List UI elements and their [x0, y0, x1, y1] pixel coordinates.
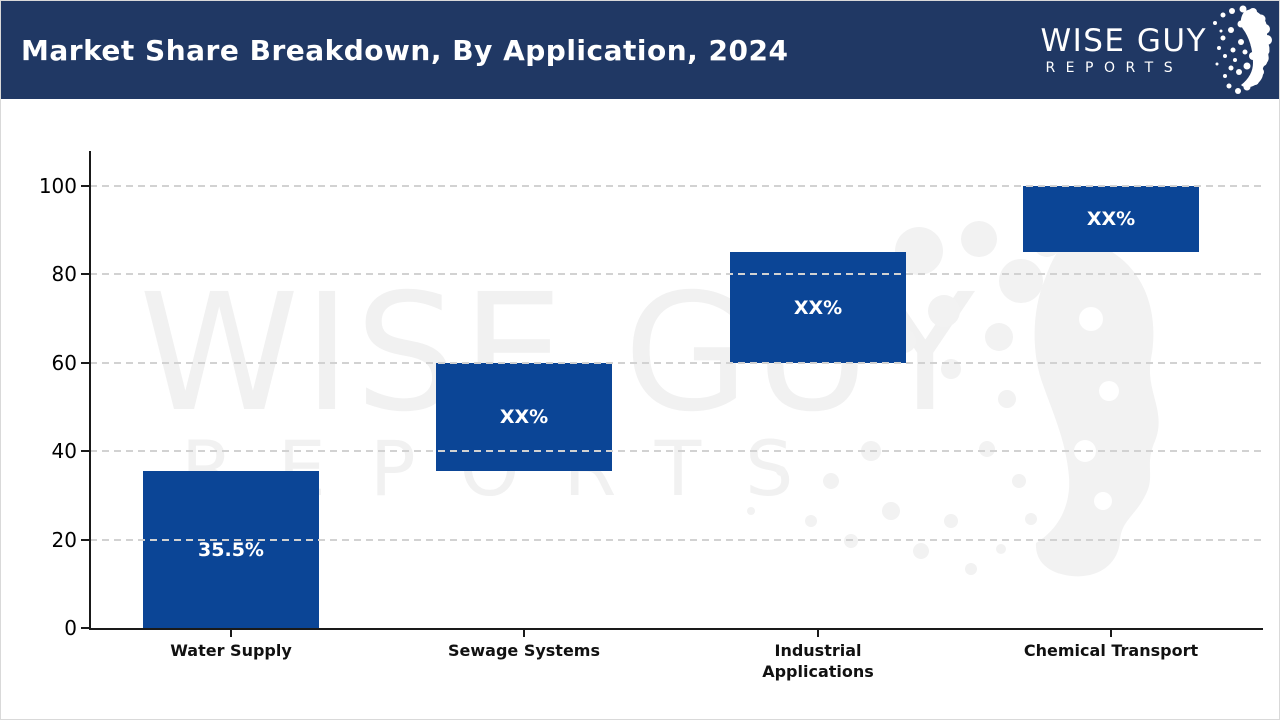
x-tick-mark-chemical-transport	[1110, 630, 1112, 637]
logo-text: WISE GUY REPORTS	[1040, 24, 1207, 76]
logo-wordmark: WISE GUY	[1040, 23, 1207, 59]
page-title: Market Share Breakdown, By Application, …	[21, 33, 789, 67]
gridline-20	[90, 538, 1262, 541]
logo-subtitle: REPORTS	[1045, 60, 1184, 76]
watermark-dotted-head-icon	[747, 221, 1159, 577]
x-axis-line	[89, 628, 1263, 630]
bar-chemical-transport: XX%	[1023, 186, 1199, 253]
gridline-60	[90, 361, 1262, 364]
bar-value-label: XX%	[499, 405, 549, 428]
bar-value-label: XX%	[793, 296, 843, 319]
bar-water-supply: 35.5%	[143, 471, 319, 628]
x-tick-mark-sewage-systems	[523, 630, 525, 637]
logo-dotted-head-icon	[1213, 5, 1272, 94]
header-band: Market Share Breakdown, By Application, …	[1, 1, 1279, 99]
y-tick-mark-80	[81, 273, 89, 276]
y-tick-mark-20	[81, 538, 89, 541]
y-tick-label-80: 80	[51, 262, 77, 287]
y-tick-mark-40	[81, 450, 89, 453]
gridline-100	[90, 185, 1262, 187]
y-tick-mark-100	[81, 185, 89, 187]
x-tick-label-industrial-applications: Industrial Applications	[762, 641, 874, 681]
wise-guy-reports-logo: WISE GUY REPORTS	[1040, 5, 1273, 95]
y-tick-label-20: 20	[51, 527, 77, 552]
x-tick-label-chemical-transport: Chemical Transport	[1023, 641, 1199, 660]
y-tick-mark-60	[81, 361, 89, 364]
bar-value-label: XX%	[1086, 208, 1136, 231]
y-tick-label-100: 100	[38, 174, 77, 198]
gridline-40	[90, 450, 1262, 453]
x-tick-mark-water-supply	[230, 630, 232, 637]
bar-value-label: 35.5%	[198, 538, 264, 561]
bar-sewage-systems: XX%	[436, 362, 612, 472]
y-tick-label-60: 60	[51, 350, 77, 375]
y-axis-line	[89, 151, 91, 630]
x-tick-label-water-supply: Water Supply	[170, 641, 292, 660]
x-tick-mark-industrial-applications	[817, 630, 819, 637]
y-tick-label-40: 40	[51, 439, 77, 464]
gridline-80	[90, 273, 1262, 276]
bar-industrial-applications: XX%	[730, 252, 906, 363]
x-tick-label-sewage-systems: Sewage Systems	[448, 641, 600, 660]
y-tick-label-0: 0	[64, 616, 77, 640]
y-tick-mark-0	[81, 627, 89, 629]
